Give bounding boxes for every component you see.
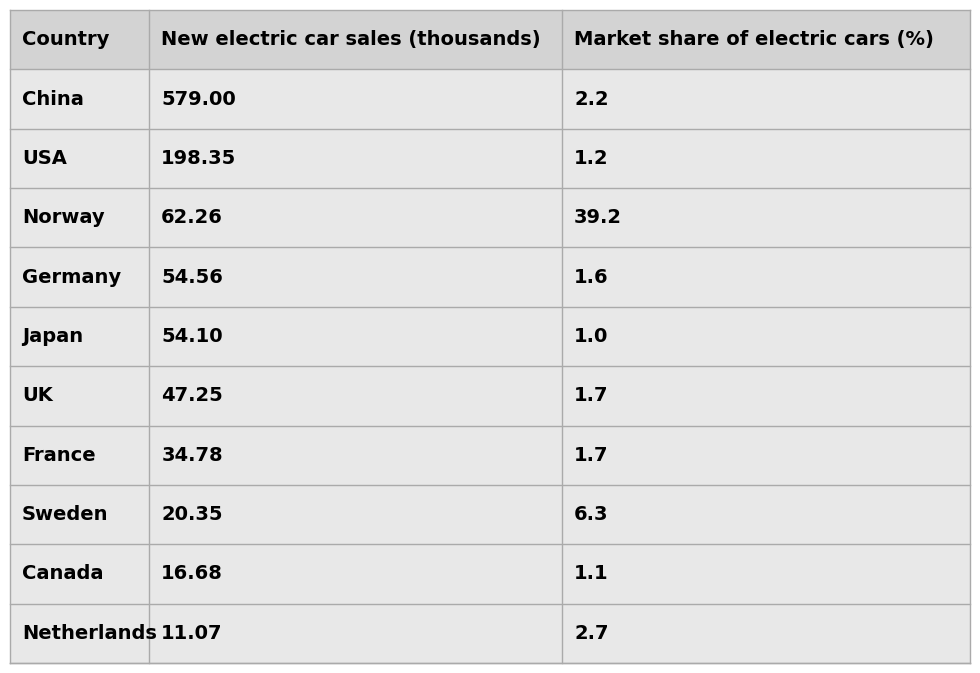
Text: 1.7: 1.7 xyxy=(574,386,609,405)
Text: 11.07: 11.07 xyxy=(161,624,222,643)
Bar xyxy=(10,248,970,307)
Bar xyxy=(10,188,970,248)
Text: 2.2: 2.2 xyxy=(574,90,609,108)
Text: Market share of electric cars (%): Market share of electric cars (%) xyxy=(574,30,934,49)
Bar xyxy=(10,10,970,69)
Text: Norway: Norway xyxy=(22,208,105,227)
Text: Japan: Japan xyxy=(22,327,83,346)
Text: Netherlands: Netherlands xyxy=(22,624,157,643)
Bar xyxy=(10,366,970,425)
Bar xyxy=(10,604,970,663)
Text: Canada: Canada xyxy=(22,565,104,583)
Text: Germany: Germany xyxy=(22,268,122,287)
Text: 1.2: 1.2 xyxy=(574,149,609,168)
Text: France: France xyxy=(22,446,96,465)
Text: Sweden: Sweden xyxy=(22,505,109,524)
Bar xyxy=(10,307,970,366)
Bar xyxy=(10,69,970,129)
Text: 54.56: 54.56 xyxy=(161,268,223,287)
Text: 39.2: 39.2 xyxy=(574,208,622,227)
Text: 1.7: 1.7 xyxy=(574,446,609,465)
Text: 1.0: 1.0 xyxy=(574,327,609,346)
Bar xyxy=(10,129,970,188)
Text: USA: USA xyxy=(22,149,67,168)
Text: 1.6: 1.6 xyxy=(574,268,609,287)
Text: 6.3: 6.3 xyxy=(574,505,609,524)
Text: UK: UK xyxy=(22,386,53,405)
Text: 16.68: 16.68 xyxy=(161,565,223,583)
Text: 34.78: 34.78 xyxy=(161,446,222,465)
Text: 20.35: 20.35 xyxy=(161,505,222,524)
Text: 2.7: 2.7 xyxy=(574,624,609,643)
Text: 62.26: 62.26 xyxy=(161,208,223,227)
Text: 198.35: 198.35 xyxy=(161,149,236,168)
Text: Country: Country xyxy=(22,30,110,49)
Bar xyxy=(10,425,970,485)
Text: 47.25: 47.25 xyxy=(161,386,222,405)
Text: 579.00: 579.00 xyxy=(161,90,236,108)
Bar xyxy=(10,485,970,544)
Text: China: China xyxy=(22,90,84,108)
Text: New electric car sales (thousands): New electric car sales (thousands) xyxy=(161,30,541,49)
Bar xyxy=(10,544,970,604)
Text: 1.1: 1.1 xyxy=(574,565,609,583)
Text: 54.10: 54.10 xyxy=(161,327,222,346)
